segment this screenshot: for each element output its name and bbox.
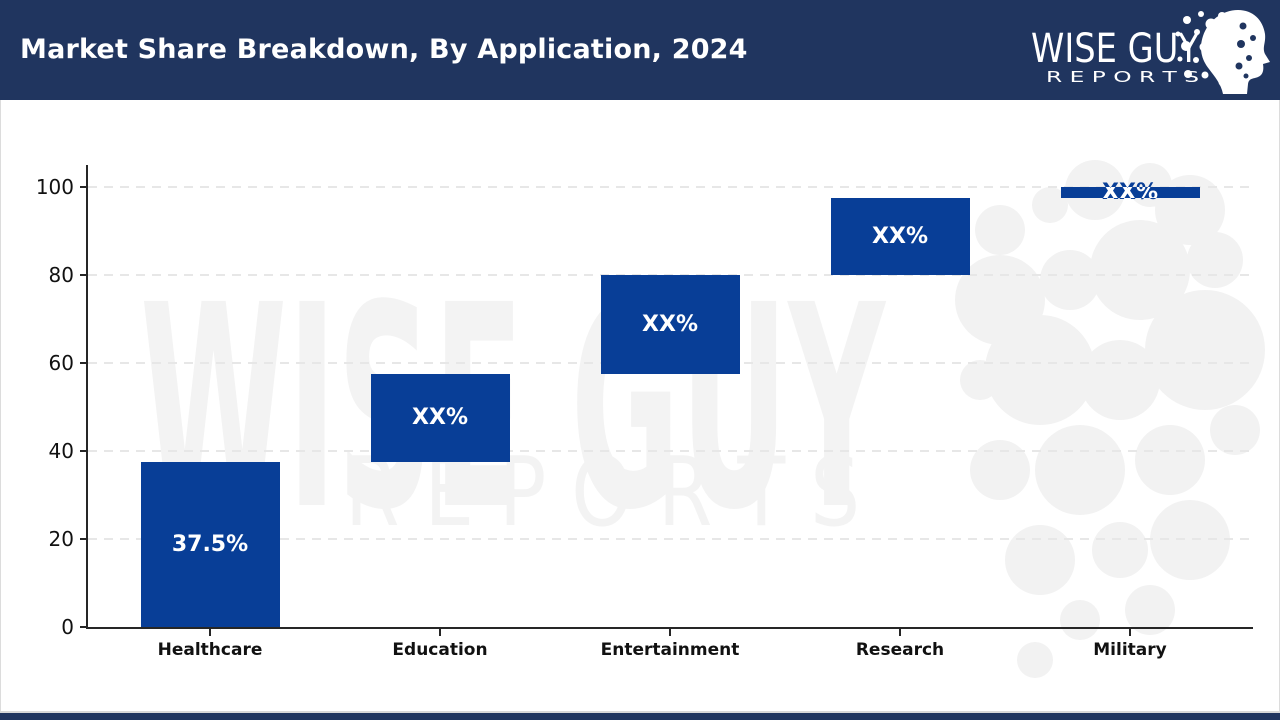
- y-axis-tick: [80, 274, 87, 276]
- bar-label-clip: XX%: [371, 374, 510, 462]
- header-bar: Market Share Breakdown, By Application, …: [0, 0, 1280, 100]
- bar-segment[interactable]: [370, 374, 510, 462]
- bar-segment[interactable]: [600, 275, 740, 374]
- y-tick-label: 0: [61, 615, 74, 639]
- x-axis-line: [86, 627, 1253, 629]
- y-axis-line: [86, 165, 88, 629]
- x-axis-tick: [669, 629, 671, 636]
- x-axis-tick: [899, 629, 901, 636]
- y-tick-label: 20: [48, 527, 74, 551]
- x-category-label: Military: [1093, 640, 1167, 660]
- bar-label-clip: 37.5%: [141, 462, 280, 627]
- y-axis-tick: [80, 626, 87, 628]
- wiseguy-logo: WISE GUY R E P O R T S: [1031, 10, 1270, 94]
- page-title: Market Share Breakdown, By Application, …: [20, 34, 748, 65]
- y-tick-label: 40: [48, 439, 74, 463]
- y-tick-label: 60: [48, 351, 74, 375]
- x-axis-tick: [1129, 629, 1131, 636]
- gridline: [88, 186, 1253, 188]
- waterfall-chart: 02040608010037.5%37.5%HealthcareXX%XX%Ed…: [0, 100, 1280, 713]
- logo-face-dots: [1235, 22, 1256, 79]
- footer-bar: [0, 711, 1280, 720]
- y-tick-label: 80: [48, 263, 74, 287]
- bar-value-label: XX%: [1061, 187, 1200, 198]
- x-axis-tick: [439, 629, 441, 636]
- gridline: [88, 450, 1253, 452]
- bar-segment[interactable]: [140, 462, 280, 627]
- bar-label-clip: XX%: [601, 275, 740, 374]
- y-axis-tick: [80, 186, 87, 188]
- bar-segment[interactable]: [1060, 187, 1200, 198]
- logo-wordmark: WISE GUY: [1031, 26, 1199, 72]
- y-axis-tick: [80, 362, 87, 364]
- logo-subtext: R E P O R T S: [1046, 68, 1199, 86]
- y-axis-tick: [80, 538, 87, 540]
- bar-value-label: XX%: [642, 311, 698, 337]
- x-category-label: Entertainment: [600, 640, 740, 660]
- bar-value-label: XX%: [872, 223, 928, 249]
- x-category-label: Research: [855, 640, 945, 660]
- x-axis-tick: [209, 629, 211, 636]
- bar-segment[interactable]: [830, 198, 970, 275]
- y-tick-label: 100: [35, 175, 74, 199]
- y-axis-tick: [80, 450, 87, 452]
- x-category-label: Healthcare: [157, 640, 263, 660]
- bar-value-label: 37.5%: [171, 531, 249, 557]
- logo-face-icon: [1175, 10, 1270, 94]
- bar-value-label: XX%: [412, 405, 468, 430]
- gridline: [88, 538, 1253, 540]
- x-category-label: Education: [392, 640, 488, 660]
- bar-label-clip: XX%: [1061, 187, 1200, 198]
- bar-label-clip: XX%: [831, 198, 970, 275]
